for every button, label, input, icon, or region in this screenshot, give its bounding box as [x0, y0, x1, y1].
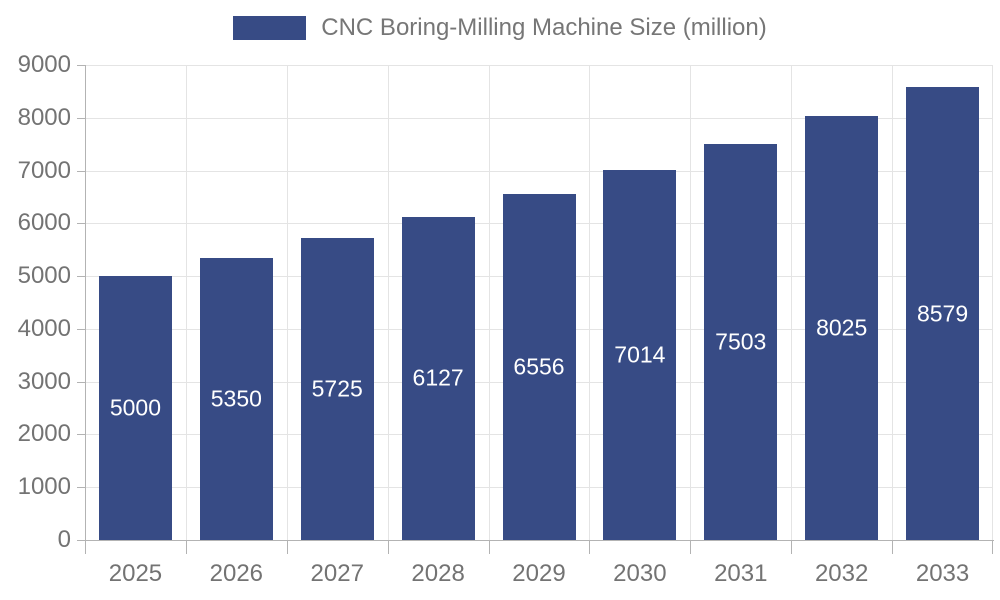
bar-value-label: 6556 [513, 353, 565, 380]
y-tick-label: 1000 [17, 473, 71, 501]
x-tick [287, 540, 288, 554]
h-gridline [85, 170, 993, 172]
y-tick [77, 328, 85, 330]
bar [704, 144, 778, 540]
x-tick [892, 540, 893, 554]
x-tick-label: 2026 [209, 560, 264, 587]
y-tick-label: 3000 [17, 367, 71, 395]
x-tick [85, 540, 86, 554]
bar [300, 237, 374, 540]
bar [199, 257, 273, 540]
bar [502, 193, 576, 540]
bar-value-label: 7014 [614, 341, 666, 368]
bar-value-label: 7503 [715, 328, 767, 355]
bar-value-label: 5000 [109, 394, 162, 421]
v-gridline [388, 65, 389, 540]
x-tick-label: 2031 [714, 560, 768, 587]
y-tick-label: 2000 [17, 420, 71, 448]
bar-value-label: 5725 [311, 375, 363, 402]
x-tick [489, 540, 490, 554]
x-tick [690, 540, 691, 554]
x-axis-line [85, 540, 994, 541]
legend: CNC Boring-Milling Machine Size (million… [0, 14, 1000, 43]
bar [98, 276, 172, 540]
y-tick [77, 117, 85, 119]
x-tick-label: 2028 [411, 560, 465, 587]
v-gridline [186, 65, 187, 540]
bar [401, 216, 475, 540]
v-gridline [992, 65, 993, 540]
x-tick-label: 2033 [915, 560, 970, 587]
bar-value-label: 8025 [816, 314, 868, 341]
y-tick [77, 65, 85, 66]
x-tick-label: 2032 [814, 560, 869, 587]
bar [906, 87, 980, 540]
h-gridline [85, 65, 993, 66]
x-tick [589, 540, 590, 554]
x-tick-label: 2030 [613, 560, 667, 587]
legend-swatch [233, 16, 307, 41]
x-tick [186, 540, 187, 554]
y-tick-label: 4000 [17, 314, 71, 342]
bar-value-label: 8579 [916, 300, 969, 327]
bar [805, 116, 879, 540]
y-tick [77, 540, 85, 541]
x-tick [992, 540, 993, 554]
y-tick-label: 9000 [17, 51, 71, 78]
y-tick [77, 170, 85, 172]
x-tick-label: 2025 [108, 560, 163, 587]
v-gridline [690, 65, 691, 540]
v-gridline [287, 65, 288, 540]
y-tick-label: 6000 [17, 209, 71, 237]
h-gridline [85, 117, 993, 119]
y-tick [77, 434, 85, 436]
x-tick-label: 2027 [310, 560, 364, 587]
y-tick-label: 7000 [17, 156, 71, 184]
x-tick-label: 2029 [512, 560, 566, 587]
y-tick-label: 0 [57, 526, 71, 553]
legend-label: CNC Boring-Milling Machine Size (million… [321, 14, 767, 41]
y-axis-line [85, 65, 86, 540]
x-tick [388, 540, 389, 554]
y-tick-label: 8000 [17, 103, 71, 131]
y-tick [77, 381, 85, 383]
v-gridline [892, 65, 893, 540]
y-tick-label: 5000 [17, 262, 71, 290]
v-gridline [589, 65, 590, 540]
y-tick [77, 276, 85, 278]
bar [603, 169, 677, 540]
y-tick [77, 223, 85, 225]
x-tick [791, 540, 792, 554]
v-gridline [791, 65, 792, 540]
y-tick [77, 487, 85, 489]
bar-value-label: 5350 [210, 385, 262, 412]
v-gridline [489, 65, 490, 540]
bar-value-label: 6127 [412, 364, 464, 391]
